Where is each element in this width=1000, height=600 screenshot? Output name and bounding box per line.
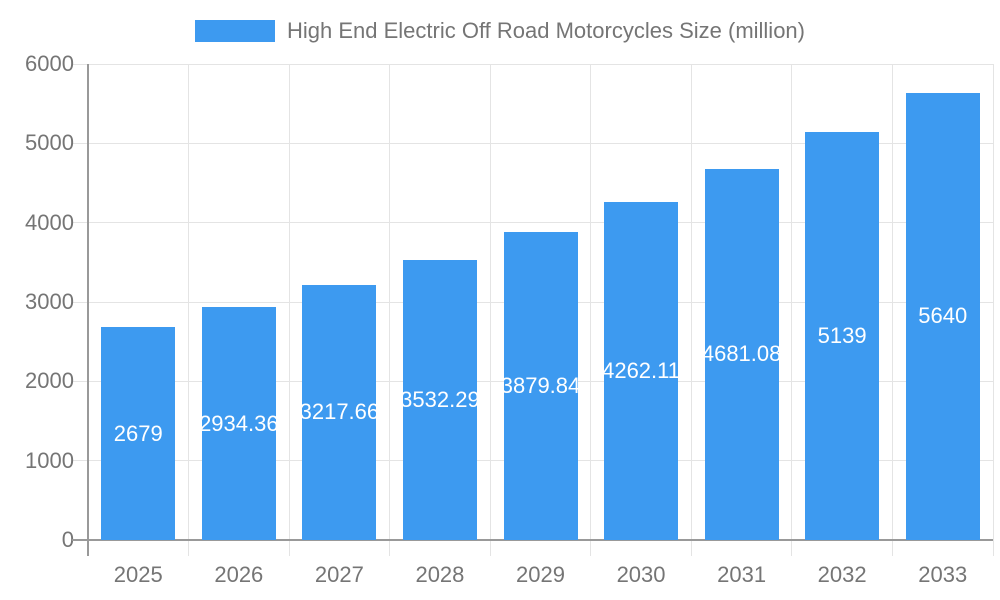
x-axis-tick-label: 2029 — [516, 562, 565, 587]
bar-value-label: 5139 — [817, 323, 867, 349]
bar-value-label: 4262.11 — [604, 357, 679, 383]
bar-value-label: 2679 — [113, 420, 163, 446]
x-axis-tick-label: 2027 — [314, 562, 364, 587]
legend-swatch-icon — [195, 20, 275, 42]
bar-value-label: 2934.36 — [201, 410, 276, 436]
gridline-vertical — [891, 64, 893, 556]
bar-value-label: 3879.84 — [503, 373, 578, 399]
gridline-vertical — [188, 64, 190, 556]
bar: 2679 — [101, 327, 176, 540]
x-axis-tick-label: 2033 — [918, 562, 968, 587]
bar: 5139 — [805, 132, 880, 540]
x-axis-tick-label: 2025 — [113, 562, 163, 587]
x-axis-tick-label: 2032 — [817, 562, 867, 587]
x-axis-line — [72, 539, 993, 541]
gridline-vertical — [288, 64, 290, 556]
gridline-vertical — [791, 64, 793, 556]
bar-value-label: 4681.08 — [704, 341, 779, 367]
bar-value-label: 5640 — [918, 303, 968, 329]
x-axis-tick-label: 2028 — [415, 562, 465, 587]
y-axis-tick-label: 2000 — [25, 368, 74, 394]
bar: 4681.08 — [704, 168, 779, 540]
bar: 5640 — [905, 92, 980, 540]
legend[interactable]: High End Electric Off Road Motorcycles S… — [0, 18, 1000, 44]
bar: 4262.11 — [604, 201, 679, 540]
gridline-vertical — [590, 64, 592, 556]
y-axis-line — [87, 64, 89, 556]
bar-value-label: 3532.29 — [402, 386, 477, 412]
bar: 3217.66 — [302, 284, 377, 540]
bar: 3879.84 — [503, 232, 578, 540]
gridline-horizontal — [72, 222, 993, 224]
gridline-horizontal — [72, 63, 993, 65]
x-axis-tick-label: 2026 — [214, 562, 264, 587]
gridline-horizontal — [72, 142, 993, 144]
bar: 2934.36 — [201, 307, 276, 540]
gridline-vertical — [489, 64, 491, 556]
x-axis-tick-label: 2031 — [717, 562, 767, 587]
bar-value-label: 3217.66 — [302, 399, 377, 425]
bar: 3532.29 — [402, 259, 477, 540]
gridline-vertical — [992, 64, 994, 556]
gridline-vertical — [389, 64, 391, 556]
y-axis-tick-label: 6000 — [25, 51, 74, 76]
y-axis-tick-label: 4000 — [25, 209, 74, 235]
legend-label: High End Electric Off Road Motorcycles S… — [287, 18, 805, 43]
gridline-vertical — [690, 64, 692, 556]
y-axis-tick-label: 3000 — [25, 289, 74, 314]
y-axis-tick-label: 0 — [61, 527, 74, 552]
y-axis-tick-label: 5000 — [25, 130, 74, 156]
y-axis-tick-label: 1000 — [25, 447, 74, 473]
x-axis-tick-label: 2030 — [616, 562, 666, 587]
